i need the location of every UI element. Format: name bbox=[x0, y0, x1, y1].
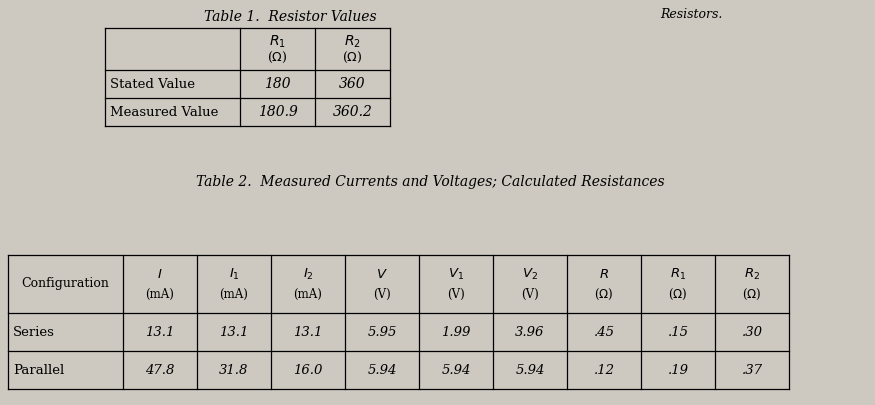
Text: Configuration: Configuration bbox=[22, 277, 109, 290]
Text: (V): (V) bbox=[373, 288, 391, 301]
Text: .37: .37 bbox=[741, 364, 762, 377]
Text: (V): (V) bbox=[522, 288, 539, 301]
Text: $V_1$: $V_1$ bbox=[448, 266, 464, 281]
Text: Parallel: Parallel bbox=[13, 364, 64, 377]
Text: $R_2$: $R_2$ bbox=[744, 266, 760, 281]
Text: (mA): (mA) bbox=[220, 288, 248, 301]
Text: 180.9: 180.9 bbox=[257, 105, 298, 119]
Text: Series: Series bbox=[13, 326, 55, 339]
Text: 3.96: 3.96 bbox=[515, 326, 544, 339]
Text: ($\Omega$): ($\Omega$) bbox=[668, 286, 688, 302]
Text: 5.95: 5.95 bbox=[368, 326, 396, 339]
Text: $R_1$: $R_1$ bbox=[670, 266, 686, 281]
Text: ($\Omega$): ($\Omega$) bbox=[742, 286, 761, 302]
Text: 13.1: 13.1 bbox=[145, 326, 175, 339]
Text: 1.99: 1.99 bbox=[441, 326, 471, 339]
Text: 13.1: 13.1 bbox=[220, 326, 248, 339]
Text: 16.0: 16.0 bbox=[293, 364, 323, 377]
Text: ($\Omega$): ($\Omega$) bbox=[342, 49, 362, 64]
Text: (mA): (mA) bbox=[145, 288, 174, 301]
Text: (mA): (mA) bbox=[294, 288, 323, 301]
Text: Table 1.  Resistor Values: Table 1. Resistor Values bbox=[204, 10, 376, 24]
Text: 5.94: 5.94 bbox=[368, 364, 396, 377]
Text: 47.8: 47.8 bbox=[145, 364, 175, 377]
Text: 5.94: 5.94 bbox=[441, 364, 471, 377]
Text: $V_2$: $V_2$ bbox=[522, 266, 538, 281]
Text: $I_1$: $I_1$ bbox=[228, 266, 240, 281]
Text: .45: .45 bbox=[593, 326, 614, 339]
Text: 31.8: 31.8 bbox=[220, 364, 248, 377]
Text: .12: .12 bbox=[593, 364, 614, 377]
Text: .19: .19 bbox=[668, 364, 689, 377]
Text: Table 2.  Measured Currents and Voltages; Calculated Resistances: Table 2. Measured Currents and Voltages;… bbox=[196, 175, 664, 189]
Text: 180: 180 bbox=[264, 77, 290, 91]
Text: .30: .30 bbox=[741, 326, 762, 339]
Text: $R_1$: $R_1$ bbox=[269, 34, 286, 50]
Text: $V$: $V$ bbox=[376, 267, 388, 281]
Text: 13.1: 13.1 bbox=[293, 326, 323, 339]
Text: $I$: $I$ bbox=[158, 267, 163, 281]
Text: 360.2: 360.2 bbox=[332, 105, 373, 119]
Text: $I_2$: $I_2$ bbox=[303, 266, 313, 281]
Text: 360: 360 bbox=[340, 77, 366, 91]
Text: ($\Omega$): ($\Omega$) bbox=[594, 286, 613, 302]
Text: (V): (V) bbox=[447, 288, 465, 301]
Text: $R$: $R$ bbox=[599, 267, 609, 281]
Text: Measured Value: Measured Value bbox=[110, 105, 219, 119]
Text: .15: .15 bbox=[668, 326, 689, 339]
Text: $R_2$: $R_2$ bbox=[344, 34, 360, 50]
Text: Stated Value: Stated Value bbox=[110, 77, 195, 90]
Text: Resistors.: Resistors. bbox=[660, 8, 723, 21]
Text: ($\Omega$): ($\Omega$) bbox=[268, 49, 288, 64]
Text: 5.94: 5.94 bbox=[515, 364, 544, 377]
